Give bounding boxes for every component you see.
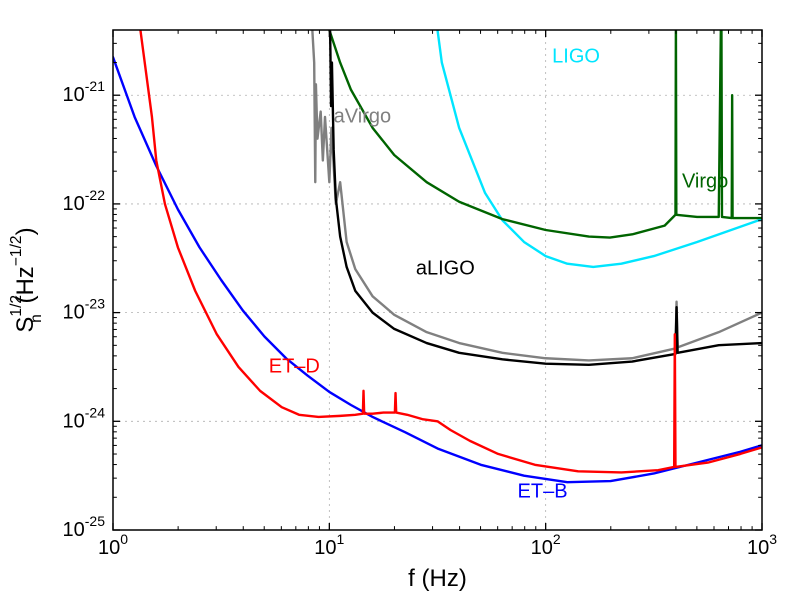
curve-label-aligo: aLIGO	[416, 258, 475, 280]
chart-svg: 10010110210310-2510-2410-2310-2210-21f (…	[0, 0, 792, 612]
sensitivity-chart: 10010110210310-2510-2410-2310-2210-21f (…	[0, 0, 792, 612]
curve-label-ligo: LIGO	[552, 46, 600, 68]
curve-label-et–b: ET–B	[518, 480, 568, 502]
x-axis-label: f (Hz)	[408, 565, 467, 592]
curve-label-virgo: Virgo	[682, 171, 728, 193]
curve-label-avirgo: aVirgo	[334, 105, 391, 127]
curve-label-et–d: ET–D	[269, 355, 320, 377]
